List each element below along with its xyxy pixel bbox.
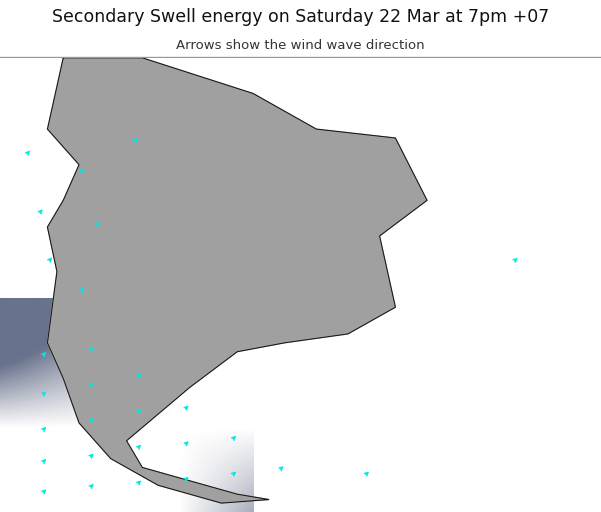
Text: Arrows show the wind wave direction: Arrows show the wind wave direction bbox=[176, 38, 425, 52]
Polygon shape bbox=[47, 58, 427, 503]
Text: Secondary Swell energy on Saturday 22 Mar at 7pm +07: Secondary Swell energy on Saturday 22 Ma… bbox=[52, 8, 549, 26]
